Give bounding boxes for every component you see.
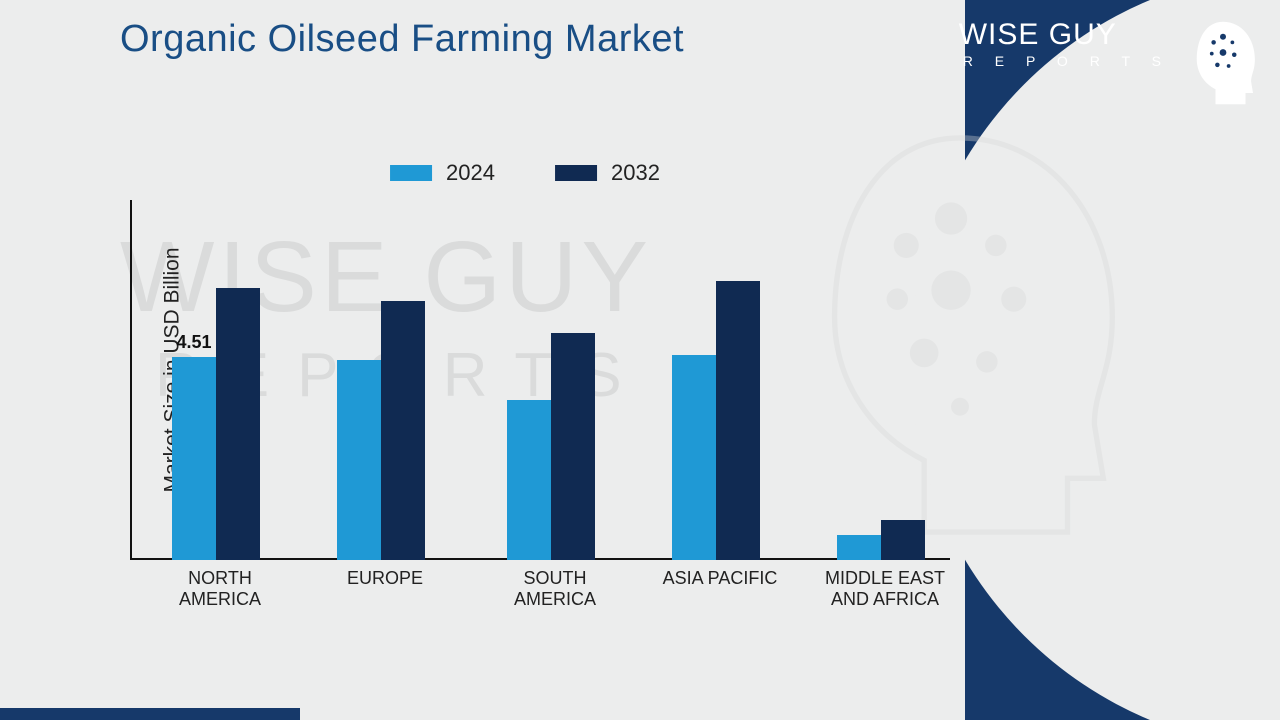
stage: Organic Oilseed Farming Market WISE GUY … xyxy=(0,0,1280,720)
data-label: 4.51 xyxy=(176,332,211,353)
category-label: EUROPE xyxy=(315,568,455,589)
bar-2024 xyxy=(172,357,216,560)
legend: 2024 2032 xyxy=(390,160,660,186)
legend-label-2024: 2024 xyxy=(446,160,495,186)
category-label: SOUTH AMERICA xyxy=(485,568,625,609)
bar-chart: Market Size in USD Billion 2024 2032 4.5… xyxy=(90,160,960,580)
legend-swatch-2032 xyxy=(555,165,597,181)
bar-2024 xyxy=(337,360,381,560)
plot-area: 4.51NORTH AMERICAEUROPESOUTH AMERICAASIA… xyxy=(130,200,950,560)
y-axis-line xyxy=(130,200,132,560)
legend-label-2032: 2032 xyxy=(611,160,660,186)
legend-item-2032: 2032 xyxy=(555,160,660,186)
category-label: ASIA PACIFIC xyxy=(650,568,790,589)
bar-2032 xyxy=(381,301,425,560)
legend-swatch-2024 xyxy=(390,165,432,181)
bar-2032 xyxy=(716,281,760,560)
category-label: MIDDLE EAST AND AFRICA xyxy=(815,568,955,609)
brand-line1: WISE GUY xyxy=(959,20,1170,50)
bar-2024 xyxy=(837,535,881,560)
chart-title: Organic Oilseed Farming Market xyxy=(120,18,684,61)
brand-line2: R E P O R T S xyxy=(963,54,1170,68)
brand-head-icon xyxy=(1178,18,1268,108)
brand-logo-text: WISE GUY R E P O R T S xyxy=(959,20,1170,68)
category-label: NORTH AMERICA xyxy=(150,568,290,609)
bar-2024 xyxy=(507,400,551,560)
legend-item-2024: 2024 xyxy=(390,160,495,186)
bar-2032 xyxy=(216,288,260,560)
bar-2032 xyxy=(551,333,595,560)
bar-2024 xyxy=(672,355,716,560)
footer-accent-bar xyxy=(0,708,300,720)
bar-2032 xyxy=(881,520,925,561)
